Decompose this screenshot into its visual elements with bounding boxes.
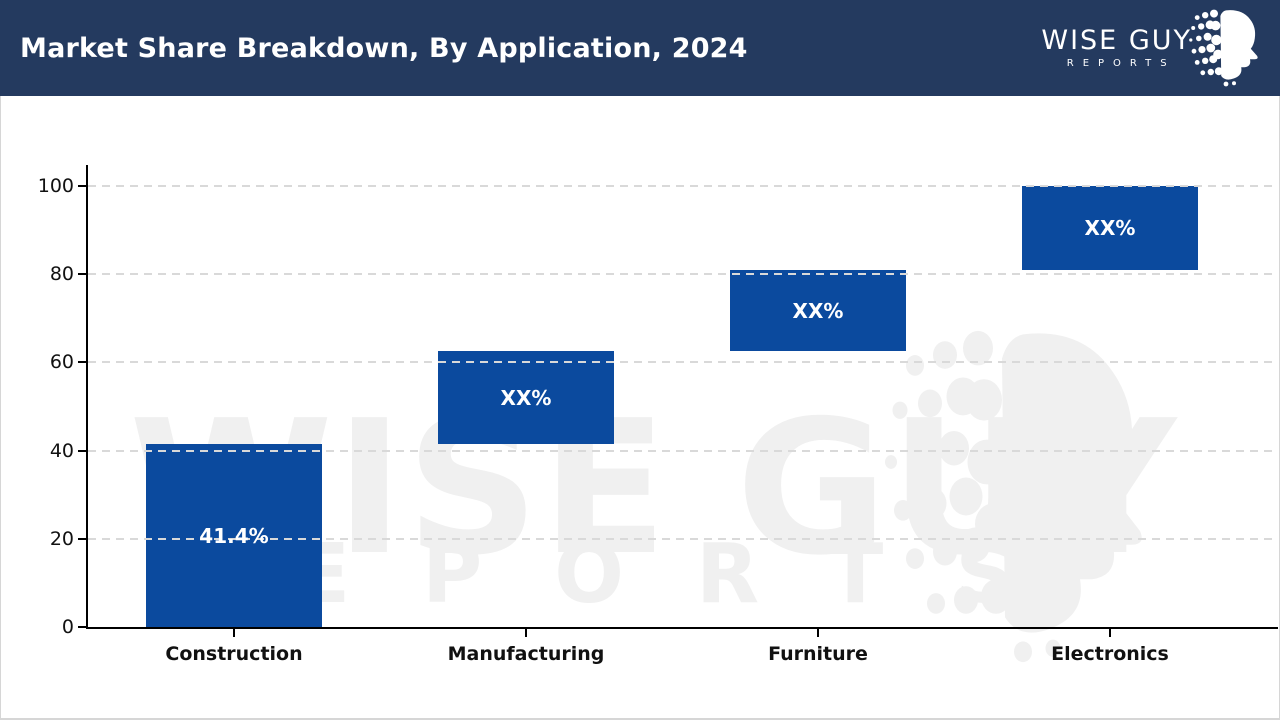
- gridline-100: [88, 185, 1278, 187]
- bar-value-label: XX%: [792, 298, 844, 323]
- x-tick-label-electronics: Electronics: [1051, 643, 1169, 665]
- wiseguy-logo: WISE GUY REPORTS: [1041, 6, 1266, 90]
- y-tick-label-0: 0: [61, 616, 74, 638]
- y-tick-20: [78, 537, 86, 540]
- logo-subtext: REPORTS: [1066, 58, 1176, 69]
- x-tick-label-furniture: Furniture: [768, 643, 868, 665]
- x-tick-label-construction: Construction: [165, 643, 303, 665]
- y-axis-line: [86, 165, 88, 629]
- x-tick-label-manufacturing: Manufacturing: [447, 643, 605, 665]
- bar-electronics: [1022, 186, 1198, 270]
- bar-manufacturing: [438, 351, 614, 445]
- y-tick-label-80: 80: [49, 263, 74, 286]
- watermark-head-profile-icon: [885, 330, 1142, 663]
- gridline-40: [88, 449, 1278, 452]
- page-title: Market Share Breakdown, By Application, …: [20, 32, 748, 64]
- x-tick-electronics: [1109, 629, 1111, 637]
- x-tick-construction: [233, 629, 235, 637]
- bar-furniture: [730, 269, 906, 352]
- head-profile-icon: [1189, 9, 1258, 87]
- y-tick-label-100: 100: [37, 175, 74, 197]
- x-tick-furniture: [817, 629, 819, 637]
- y-tick-60: [78, 361, 86, 364]
- x-axis-line: [86, 627, 1278, 629]
- gridline-60: [88, 361, 1278, 364]
- gridline-20: [88, 537, 1278, 540]
- bar-value-label: 41.4%: [199, 523, 269, 548]
- y-tick-label-40: 40: [49, 439, 74, 462]
- bar-value-label: XX%: [500, 385, 552, 410]
- y-tick-label-60: 60: [49, 351, 74, 374]
- gridline-80: [88, 273, 1278, 276]
- header-bar: Market Share Breakdown, By Application, …: [0, 0, 1280, 96]
- wiseguy-logo-text: WISE GUY REPORTS: [1041, 27, 1192, 69]
- bar-value-label: XX%: [1084, 215, 1136, 240]
- x-tick-manufacturing: [525, 629, 527, 637]
- bar-construction: [146, 444, 322, 627]
- y-tick-40: [78, 449, 86, 452]
- y-tick-0: [78, 626, 86, 628]
- y-tick-80: [78, 273, 86, 276]
- y-tick-label-20: 20: [49, 527, 74, 550]
- logo-wordmark: WISE GUY: [1041, 25, 1192, 56]
- y-tick-100: [78, 185, 86, 187]
